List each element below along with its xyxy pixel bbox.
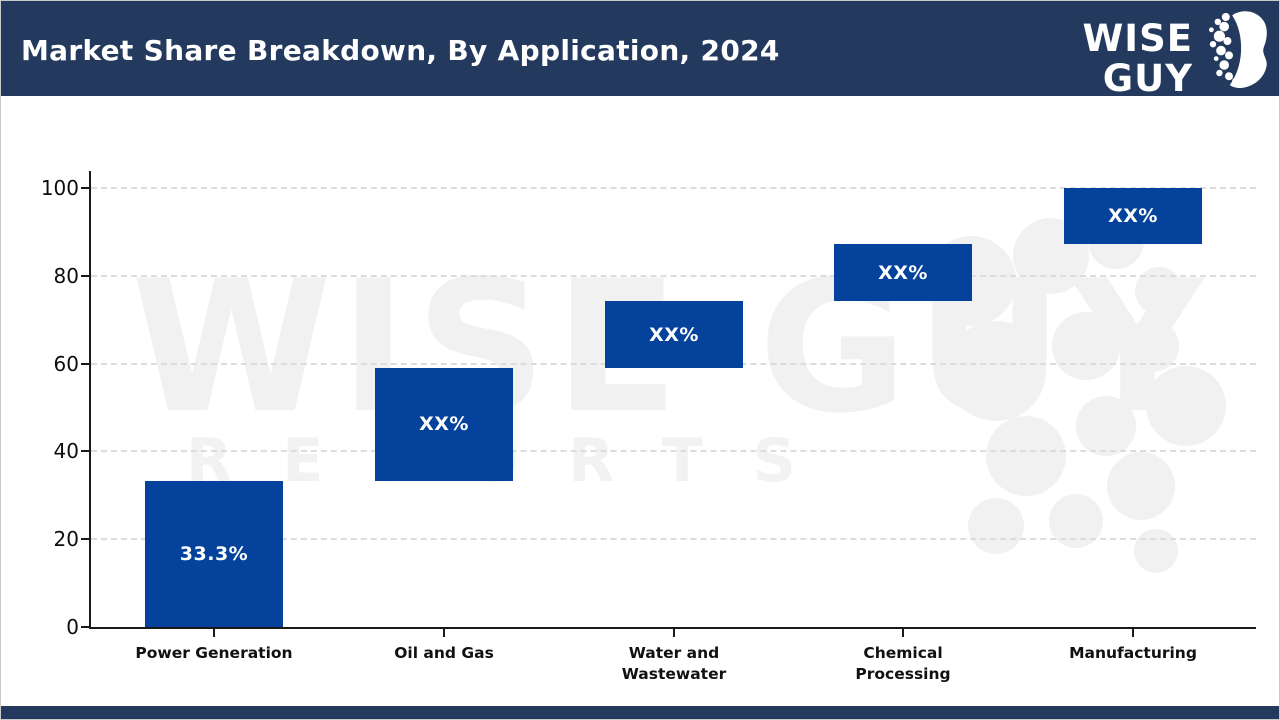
brand-reports-label: REPORTS <box>1077 99 1202 114</box>
y-tick-label: 0 <box>66 615 79 639</box>
grid-line <box>91 538 1256 541</box>
x-tick-mark <box>213 629 215 637</box>
x-tick-mark <box>902 629 904 637</box>
x-category-label: Oil and Gas <box>394 644 494 662</box>
bar-label: XX% <box>419 413 469 436</box>
y-tick-label: 20 <box>53 527 79 552</box>
chart-plot: 0 20 40 60 80 100 33.3% Power Generation XX% Oil … <box>41 171 1256 683</box>
grid-line <box>91 274 1256 277</box>
bar: XX% <box>605 301 743 368</box>
x-category-label: Chemical Processing <box>855 644 951 683</box>
header: Market Share Breakdown, By Application, … <box>1 1 1279 114</box>
x-tick-mark <box>1132 629 1134 637</box>
y-tick-label: 60 <box>53 351 79 376</box>
x-tick-mark <box>443 629 445 637</box>
grid-line <box>91 187 1256 189</box>
bar-label: 33.3% <box>179 542 249 565</box>
y-tick-mark <box>81 274 89 277</box>
face-profile-icon <box>1197 9 1269 93</box>
bar: XX% <box>1064 188 1202 245</box>
y-tick-mark <box>81 450 89 453</box>
watermark-head-dots-icon <box>901 201 1231 595</box>
y-tick-mark <box>81 538 89 541</box>
brand-logo: WISE GUY REPORTS <box>1011 5 1271 114</box>
page-title: Market Share Breakdown, By Application, … <box>21 34 780 67</box>
bar-label: XX% <box>649 323 699 346</box>
y-tick-label: 80 <box>53 263 79 288</box>
footer-bar <box>1 706 1279 719</box>
bar: 33.3% <box>145 480 283 627</box>
y-tick-label: 100 <box>40 176 79 200</box>
x-category-label: Manufacturing <box>1069 644 1197 662</box>
y-tick-label: 40 <box>53 439 79 464</box>
bar-label: XX% <box>1108 205 1158 228</box>
y-tick-mark <box>81 362 89 365</box>
grid-line <box>91 450 1256 453</box>
brand-logo-text: WISE GUY REPORTS <box>1011 19 1193 115</box>
y-tick-mark <box>81 187 89 189</box>
bar: XX% <box>834 244 972 302</box>
x-category-label: Power Generation <box>135 644 293 662</box>
bar: XX% <box>375 367 513 481</box>
brand-wordmark: WISE GUY <box>1082 17 1193 100</box>
bar-label: XX% <box>878 261 928 284</box>
x-tick-mark <box>673 629 675 637</box>
x-category-label: Water and Wastewater <box>621 644 727 683</box>
y-tick-mark <box>81 626 89 628</box>
